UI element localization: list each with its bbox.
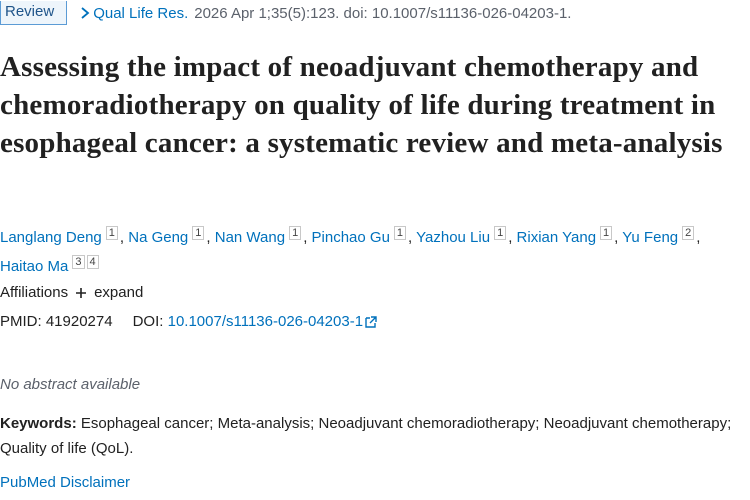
doi-link[interactable]: 10.1007/s11136-026-04203-1 — [167, 313, 364, 330]
author-separator: , — [119, 229, 125, 246]
abstract: No abstract available — [0, 376, 141, 393]
author: Pinchao Gu 1, — [311, 226, 413, 246]
author-name[interactable]: Yu Feng — [622, 229, 679, 246]
keywords: Keywords: Esophageal cancer; Meta-analys… — [0, 411, 740, 461]
header: Review Qual Life Res. 2026 Apr 1;35(5):1… — [0, 0, 571, 26]
author-separator: , — [614, 229, 619, 246]
author-name[interactable]: Haitao Ma — [0, 258, 69, 275]
author: Rixian Yang 1, — [516, 226, 619, 246]
affiliation-refs: 1 — [393, 226, 408, 240]
keywords-text: Esophageal cancer; Meta-analysis; Neoadj… — [0, 415, 732, 457]
keywords-label: Keywords: — [0, 415, 77, 432]
affiliation-refs: 2 — [682, 226, 696, 240]
author: Haitao Ma 3 4 — [0, 255, 101, 275]
identifiers-row: PMID: 41920274 DOI: 10.1007/s11136-026-0… — [0, 313, 379, 330]
author: Yazhou Liu 1, — [416, 226, 513, 246]
publication-type: Review — [0, 1, 68, 25]
author-name[interactable]: Langlang Deng — [0, 229, 102, 246]
author-separator: , — [206, 229, 211, 246]
author-name[interactable]: Nan Wang — [214, 229, 286, 246]
affiliation-ref[interactable]: 1 — [494, 226, 507, 240]
affiliation-refs: 1 — [494, 226, 508, 240]
author: Yu Feng 2, — [622, 226, 701, 246]
plus-icon[interactable] — [68, 285, 94, 301]
author-list: Langlang Deng 1, Na Geng 1, Nan Wang 1, Pin… — [0, 221, 740, 279]
author: Langlang Deng 1, — [0, 226, 125, 246]
doi-label: DOI: — [132, 313, 164, 330]
author: Nan Wang 1, — [214, 226, 308, 246]
affiliation-ref[interactable]: 3 — [72, 255, 85, 269]
affiliation-ref[interactable]: 1 — [192, 226, 205, 240]
pmid-label: PMID: — [0, 313, 42, 330]
author-separator: , — [408, 229, 413, 246]
citation-text: 2026 Apr 1;35(5):123. doi: 10.1007/s1113… — [194, 4, 572, 22]
author: Na Geng 1, — [128, 226, 211, 246]
author-separator: , — [508, 229, 513, 246]
author-separator: , — [696, 229, 701, 246]
affiliation-ref[interactable]: 2 — [682, 226, 695, 240]
affiliation-ref[interactable]: 1 — [393, 226, 407, 240]
author-name[interactable]: Yazhou Liu — [416, 229, 491, 246]
affiliation-ref[interactable]: 1 — [600, 226, 613, 240]
disclaimer-link[interactable]: PubMed Disclaimer — [0, 474, 131, 491]
affiliations-label: Affiliations — [0, 284, 69, 301]
affiliation-ref[interactable]: 1 — [289, 226, 302, 240]
affiliation-ref[interactable]: 1 — [105, 226, 118, 240]
affiliation-ref[interactable]: 4 — [86, 255, 99, 269]
author-name[interactable]: Rixian Yang — [516, 229, 597, 246]
disclaimer-row: PubMed Disclaimer — [0, 474, 130, 491]
author-separator: , — [303, 229, 308, 246]
affiliation-refs: 1 — [600, 226, 614, 240]
pmid: 41920274 — [45, 313, 113, 330]
external-link-icon — [365, 315, 377, 328]
affiliations-row: Affiliations expand — [0, 284, 143, 301]
author-name[interactable]: Na Geng — [128, 229, 189, 246]
affiliation-refs: 1 — [105, 226, 120, 240]
affiliation-refs: 1 — [289, 226, 303, 240]
journal-link[interactable]: Qual Life Res. — [93, 4, 189, 22]
chevron-icon — [81, 7, 90, 19]
affiliation-refs: 1 — [192, 226, 206, 240]
article-title: Assessing the impact of neoadjuvant chem… — [0, 51, 723, 159]
citation: Qual Life Res. 2026 Apr 1;35(5):123. doi… — [79, 5, 571, 22]
author-name[interactable]: Pinchao Gu — [311, 229, 390, 246]
expand-button[interactable]: expand — [94, 284, 144, 301]
